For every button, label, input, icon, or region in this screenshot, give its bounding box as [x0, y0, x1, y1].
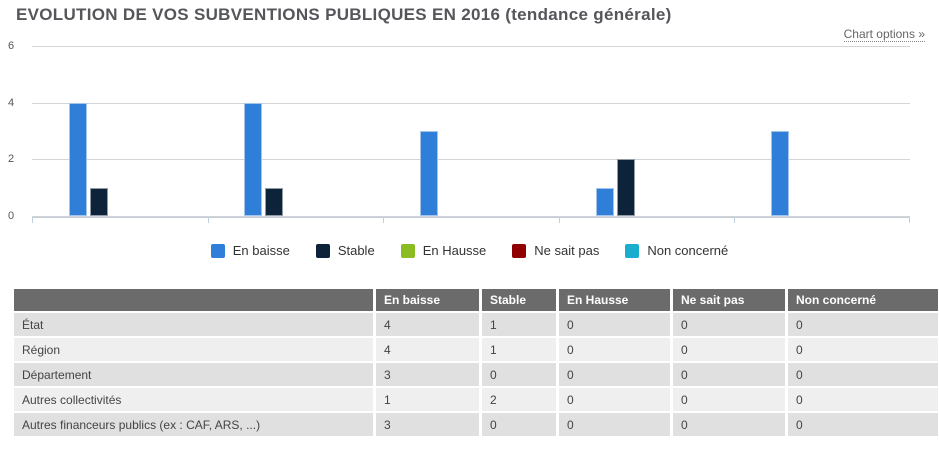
- legend-item[interactable]: Ne sait pas: [512, 243, 599, 258]
- chart-options: Chart options »: [843, 27, 925, 42]
- bar-group: [559, 46, 735, 216]
- bar[interactable]: [595, 187, 614, 216]
- page-title: EVOLUTION DE VOS SUBVENTIONS PUBLIQUES E…: [16, 5, 672, 24]
- bar[interactable]: [616, 159, 635, 216]
- row-value: 3: [376, 413, 482, 438]
- row-label: Région: [14, 338, 376, 363]
- row-label: Département: [14, 363, 376, 388]
- table-header-cell: En Hausse: [559, 289, 673, 313]
- bar[interactable]: [89, 187, 108, 216]
- gridline: [32, 102, 910, 104]
- bar-group: [734, 46, 910, 216]
- axis-tick: [383, 218, 385, 223]
- bar[interactable]: [265, 187, 284, 216]
- row-value: 0: [482, 363, 559, 388]
- axis-tick: [207, 218, 209, 223]
- table-row: Région 4 1 0 0 0: [14, 338, 938, 363]
- legend-swatch-icon: [315, 243, 330, 258]
- row-value: 0: [788, 313, 938, 338]
- chart-legend: En baisse Stable En Hausse Ne sait pas Non c…: [0, 243, 939, 258]
- axis-tick: [734, 218, 736, 223]
- y-axis-label: 0: [8, 210, 15, 222]
- bar[interactable]: [419, 131, 438, 216]
- table-header-cell: [14, 289, 376, 313]
- legend-swatch-icon: [625, 243, 640, 258]
- table-row: Autres collectivités 1 2 0 0 0: [14, 388, 938, 413]
- legend-item[interactable]: Stable: [315, 243, 375, 258]
- table-header-cell: Ne sait pas: [673, 289, 788, 313]
- legend-item[interactable]: Non concerné: [625, 243, 728, 258]
- row-label: État: [14, 313, 376, 338]
- legend-label: Ne sait pas: [534, 243, 600, 258]
- x-axis-line: [32, 217, 910, 218]
- row-value: 0: [788, 363, 938, 388]
- chart-options-link[interactable]: Chart options »: [843, 27, 925, 42]
- row-value: 1: [482, 313, 559, 338]
- table-row: État 4 1 0 0 0: [14, 313, 938, 338]
- legend-swatch-icon: [210, 243, 225, 258]
- row-value: 0: [559, 338, 673, 363]
- bar-group: [208, 46, 384, 216]
- bar[interactable]: [771, 131, 790, 216]
- bar[interactable]: [244, 102, 263, 216]
- results-table: En baisse Stable En Hausse Ne sait pas Non c…: [14, 289, 938, 438]
- row-value: 4: [376, 338, 482, 363]
- row-value: 1: [482, 338, 559, 363]
- axis-tick: [909, 218, 910, 223]
- row-value: 0: [673, 363, 788, 388]
- y-axis-label: 2: [8, 153, 15, 166]
- table-row: Autres financeurs publics (ex : CAF, ARS…: [14, 413, 938, 438]
- bar-groups: [32, 46, 910, 216]
- row-value: 0: [673, 413, 788, 438]
- table-header-row: En baisse Stable En Hausse Ne sait pas Non c…: [14, 289, 938, 313]
- gridline: [32, 46, 910, 47]
- row-value: 0: [482, 413, 559, 438]
- row-value: 1: [376, 388, 482, 413]
- table-header-cell: En baisse: [376, 289, 482, 313]
- table-header-cell: Stable: [482, 289, 559, 313]
- row-value: 0: [788, 388, 938, 413]
- row-value: 0: [559, 363, 673, 388]
- legend-label: En baisse: [232, 243, 290, 258]
- legend-label: Stable: [337, 243, 375, 258]
- row-value: 3: [376, 363, 482, 388]
- legend-swatch-icon: [400, 243, 415, 258]
- y-axis-label: 4: [8, 96, 15, 109]
- legend-swatch-icon: [512, 243, 527, 258]
- row-value: 0: [559, 388, 673, 413]
- gridline: [32, 216, 910, 217]
- row-value: 0: [673, 388, 788, 413]
- table-header-cell: Non concerné: [788, 289, 938, 313]
- row-value: 0: [673, 338, 788, 363]
- gridline: [32, 159, 910, 161]
- row-value: 0: [559, 413, 673, 438]
- row-value: 0: [559, 313, 673, 338]
- table-row: Département 3 0 0 0 0: [14, 363, 938, 388]
- bar-chart-plot-area: [32, 46, 910, 223]
- row-value: 0: [788, 338, 938, 363]
- legend-label: Non concerné: [647, 243, 729, 258]
- legend-item[interactable]: En Hausse: [400, 243, 487, 258]
- bar-group: [383, 46, 559, 216]
- axis-tick: [558, 218, 560, 223]
- row-value: 0: [788, 413, 938, 438]
- row-value: 2: [482, 388, 559, 413]
- row-label: Autres financeurs publics (ex : CAF, ARS…: [14, 413, 376, 438]
- row-label: Autres collectivités: [14, 388, 376, 413]
- y-axis-label: 6: [8, 40, 15, 52]
- axis-tick: [32, 218, 33, 223]
- row-value: 0: [673, 313, 788, 338]
- legend-item[interactable]: En baisse: [210, 243, 290, 258]
- legend-label: En Hausse: [422, 243, 487, 258]
- row-value: 4: [376, 313, 482, 338]
- bar-group: [32, 46, 208, 216]
- bar[interactable]: [68, 102, 87, 216]
